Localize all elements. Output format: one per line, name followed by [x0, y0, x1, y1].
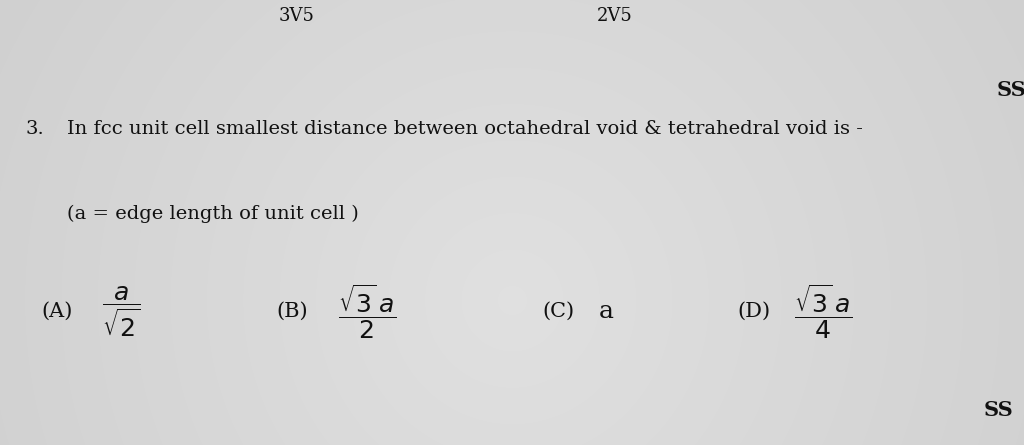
Text: $\dfrac{a}{\sqrt{2}}$: $\dfrac{a}{\sqrt{2}}$ [102, 284, 141, 339]
Text: $\dfrac{\sqrt{3}\,a}{2}$: $\dfrac{\sqrt{3}\,a}{2}$ [338, 282, 396, 341]
Text: 3V5: 3V5 [279, 7, 315, 24]
Text: SS: SS [996, 80, 1024, 100]
Text: (A): (A) [41, 302, 73, 321]
Text: $\dfrac{\sqrt{3}\,a}{4}$: $\dfrac{\sqrt{3}\,a}{4}$ [794, 282, 852, 341]
Text: (B): (B) [276, 302, 308, 321]
Text: (a = edge length of unit cell ): (a = edge length of unit cell ) [67, 205, 358, 223]
Text: a: a [599, 300, 614, 323]
Text: 3.: 3. [26, 120, 44, 138]
Text: (C): (C) [543, 302, 574, 321]
Text: (D): (D) [737, 302, 770, 321]
Text: SS: SS [984, 400, 1014, 421]
Text: 2V5: 2V5 [597, 7, 632, 24]
Text: In fcc unit cell smallest distance between octahedral void & tetrahedral void is: In fcc unit cell smallest distance betwe… [67, 120, 862, 138]
